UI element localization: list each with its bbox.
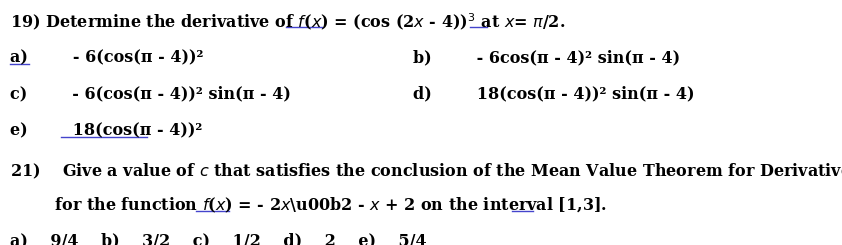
Text: a)    9/4    b)    3/2    c)    1/2    d)    2    e)    5/4: a) 9/4 b) 3/2 c) 1/2 d) 2 e) 5/4 — [10, 233, 427, 245]
Text: 21)    Give a value of $\it{c}$ that satisfies the conclusion of the Mean Value : 21) Give a value of $\it{c}$ that satisf… — [10, 162, 842, 181]
Text: 19) Determine the derivative of $\it{f}$($\it{x}$) = (cos (2$\it{x}$ - 4))$^3$ a: 19) Determine the derivative of $\it{f}$… — [10, 11, 566, 32]
Text: a)        - 6(cos(π - 4))²: a) - 6(cos(π - 4))² — [10, 49, 204, 66]
Text: c)        - 6(cos(π - 4))² sin(π - 4): c) - 6(cos(π - 4))² sin(π - 4) — [10, 86, 291, 103]
Text: d)        18(cos(π - 4))² sin(π - 4): d) 18(cos(π - 4))² sin(π - 4) — [413, 86, 694, 103]
Text: e)        18(cos(π - 4))²: e) 18(cos(π - 4))² — [10, 122, 202, 139]
Text: b)        - 6cos(π - 4)² sin(π - 4): b) - 6cos(π - 4)² sin(π - 4) — [413, 49, 679, 66]
Text: for the function $\it{f}$($\it{x}$) = - 2$\it{x}$\u00b2 - $\it{x}$ + 2 on the in: for the function $\it{f}$($\it{x}$) = - … — [10, 196, 607, 215]
